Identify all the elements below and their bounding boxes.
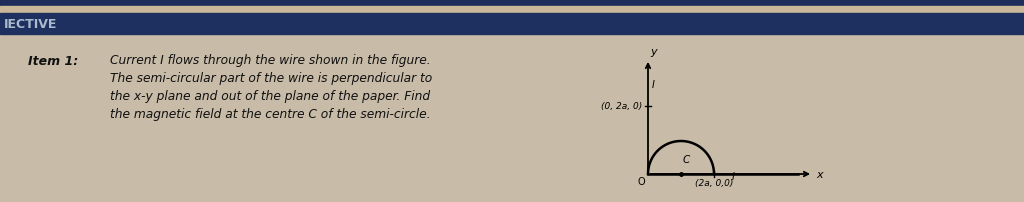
Text: Current I flows through the wire shown in the figure.: Current I flows through the wire shown i… (110, 54, 431, 67)
Text: Item 1:: Item 1: (28, 55, 78, 68)
Text: I: I (652, 80, 655, 89)
Bar (0, 0, 1024, 7)
Text: (2a, 0,0): (2a, 0,0) (695, 178, 733, 187)
Text: the magnetic field at the centre C of the semi-circle.: the magnetic field at the centre C of th… (110, 107, 430, 120)
Text: The semi-circular part of the wire is perpendicular to: The semi-circular part of the wire is pe… (110, 72, 432, 85)
Text: O: O (637, 176, 645, 186)
Text: the x-y plane and out of the plane of the paper. Find: the x-y plane and out of the plane of th… (110, 89, 430, 102)
Text: (0, 2a, 0): (0, 2a, 0) (601, 102, 642, 111)
Bar (0, 14, 1024, 35)
Text: x: x (816, 169, 822, 179)
Bar (0, 7, 1024, 14)
Text: y: y (650, 47, 656, 57)
Text: I: I (732, 171, 735, 181)
Text: IECTIVE: IECTIVE (4, 18, 57, 31)
Text: C: C (683, 154, 690, 164)
